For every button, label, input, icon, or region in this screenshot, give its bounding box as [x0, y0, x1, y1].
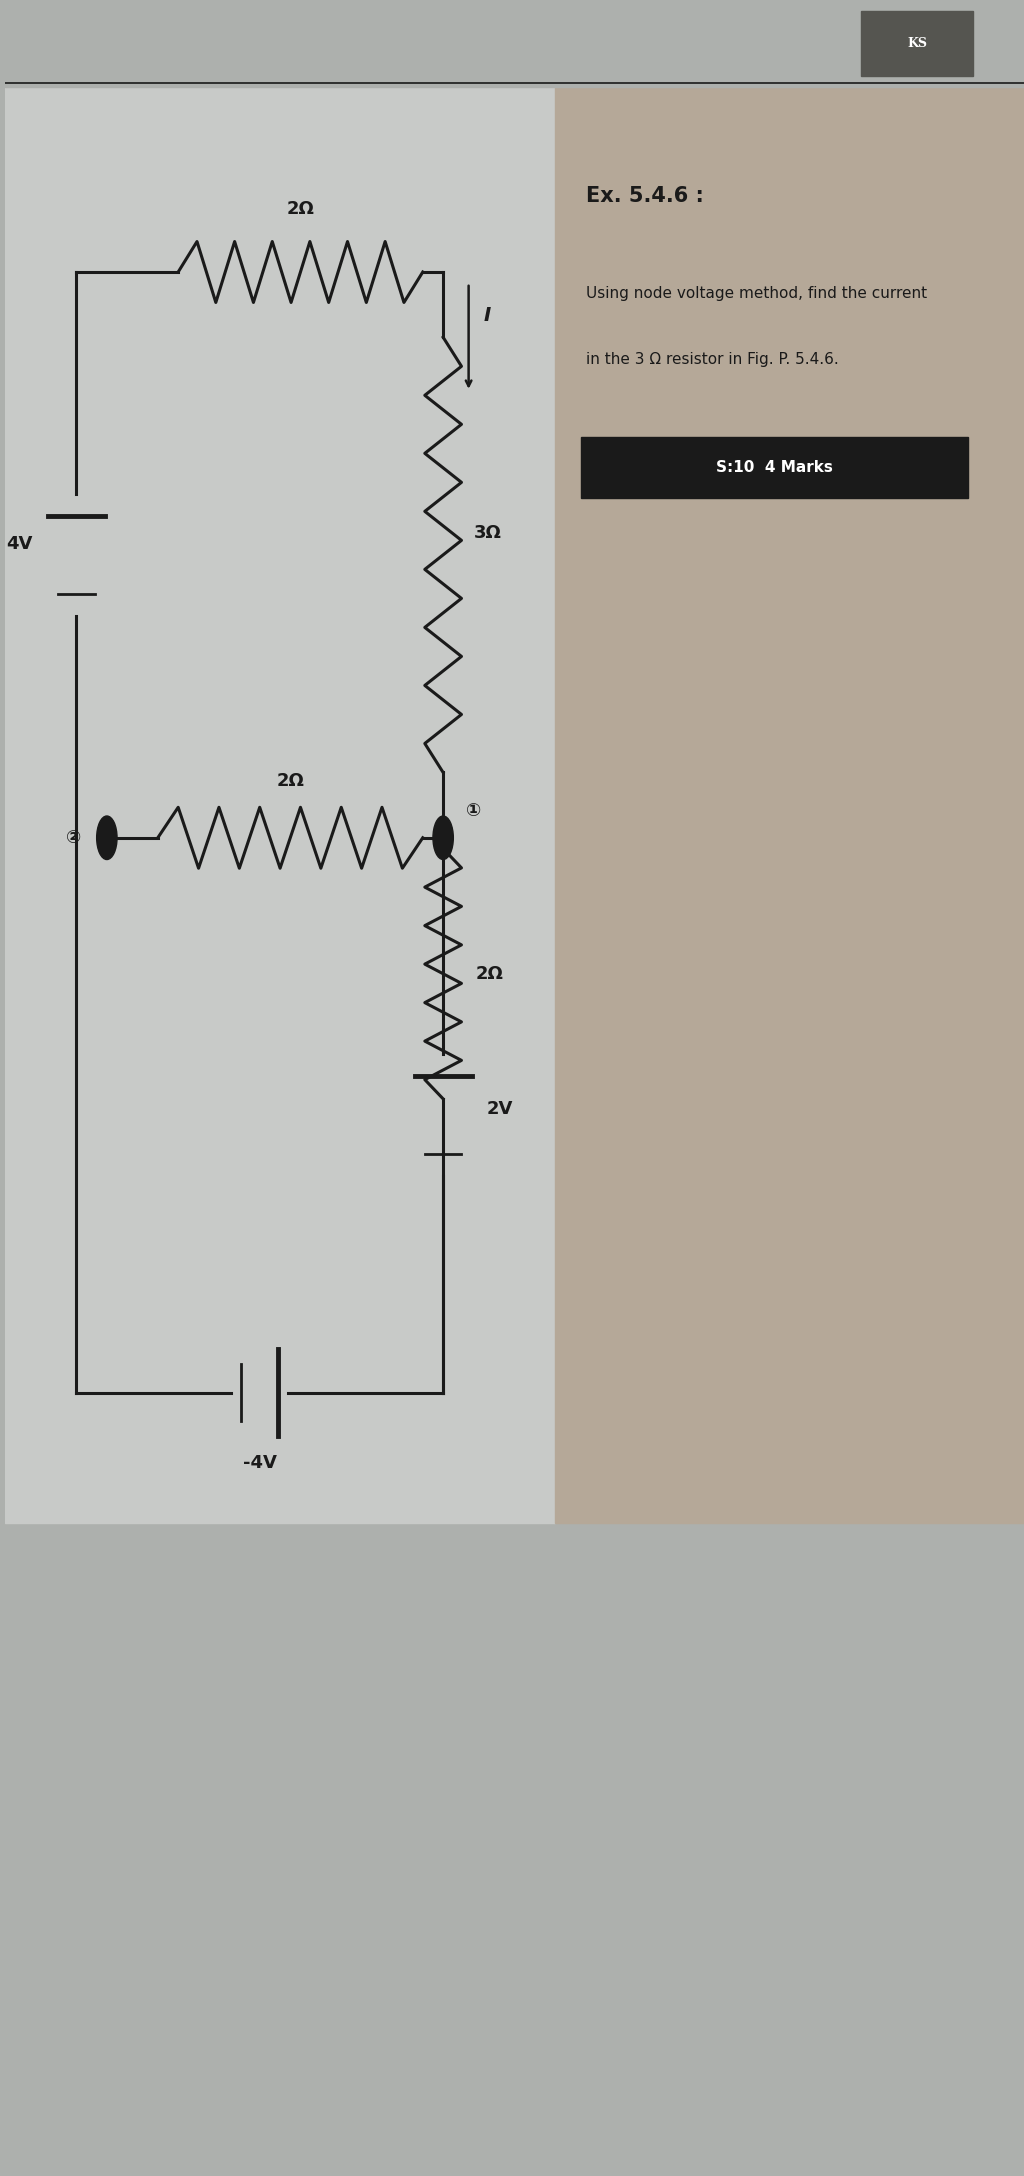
Text: 2Ω: 2Ω — [276, 772, 304, 790]
Text: KS: KS — [907, 37, 927, 50]
Circle shape — [96, 816, 117, 860]
Text: 2V: 2V — [487, 1099, 513, 1118]
Text: Using node voltage method, find the current: Using node voltage method, find the curr… — [586, 287, 927, 300]
Bar — [861, 11, 973, 76]
Bar — [5, 87, 555, 1523]
Text: ①: ① — [466, 803, 481, 820]
Text: Ex. 5.4.6 :: Ex. 5.4.6 : — [586, 185, 703, 207]
Text: I: I — [484, 307, 492, 324]
Bar — [555, 87, 1024, 1523]
Text: S:10  4 Marks: S:10 4 Marks — [716, 461, 833, 474]
Text: 3Ω: 3Ω — [474, 524, 502, 542]
Text: in the 3 Ω resistor in Fig. P. 5.4.6.: in the 3 Ω resistor in Fig. P. 5.4.6. — [586, 353, 839, 366]
Text: 2Ω: 2Ω — [287, 200, 314, 218]
Text: 2Ω: 2Ω — [476, 964, 504, 984]
Bar — [5, 0, 1024, 87]
Circle shape — [433, 816, 454, 860]
Bar — [581, 437, 968, 498]
Text: ②: ② — [67, 829, 81, 846]
Text: -4V: -4V — [243, 1454, 276, 1471]
Text: 4V: 4V — [6, 535, 33, 553]
